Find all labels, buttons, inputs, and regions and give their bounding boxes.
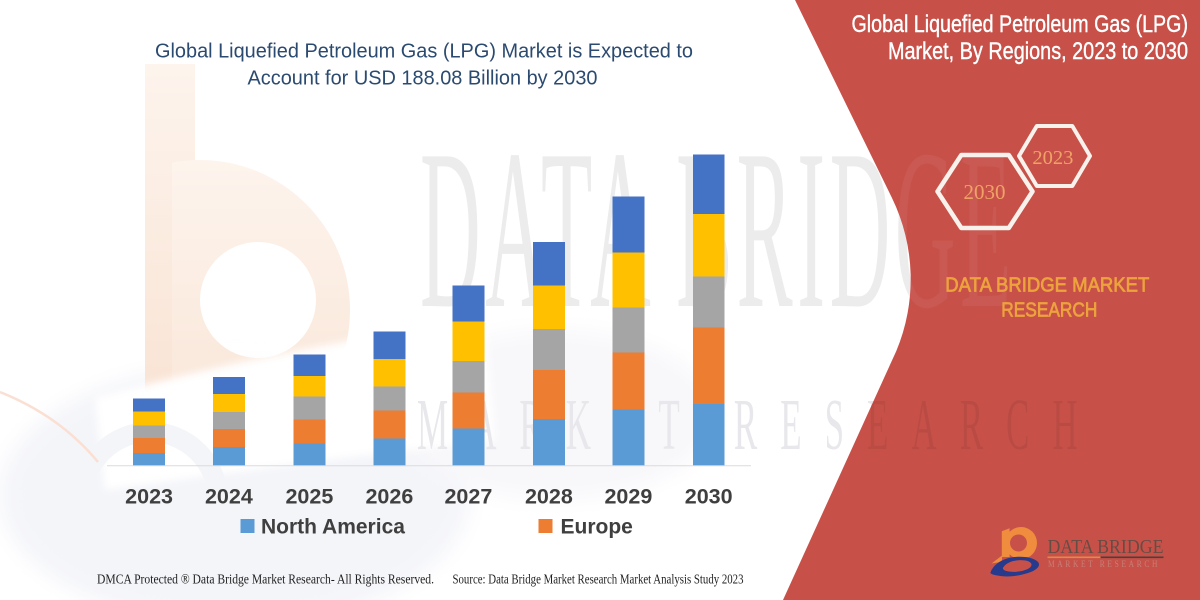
svg-text:2023: 2023 [125,485,173,509]
svg-text:2024: 2024 [205,485,253,509]
svg-text:2030: 2030 [964,180,1006,204]
svg-text:Europe: Europe [561,516,633,539]
svg-text:2023: 2023 [1032,147,1073,169]
svg-text:2029: 2029 [604,485,652,509]
svg-text:Market, By Regions, 2023 to 20: Market, By Regions, 2023 to 2030 [888,38,1188,65]
svg-text:RESEARCH: RESEARCH [1001,299,1097,322]
svg-text:2025: 2025 [285,485,333,509]
svg-text:North America: North America [261,516,405,539]
svg-text:DATA BRIDGE: DATA BRIDGE [1048,536,1164,558]
svg-text:2026: 2026 [365,485,413,509]
svg-text:Global Liquefied Petroleum Gas: Global Liquefied Petroleum Gas (LPG) [852,11,1189,38]
svg-text:DATA BRIDGE MARKET: DATA BRIDGE MARKET [945,273,1149,296]
svg-text:Account for USD 188.08 Billion: Account for USD 188.08 Billion by 2030 [248,67,598,90]
svg-text:Source: Data Bridge Market Res: Source: Data Bridge Market Research Mark… [453,572,744,587]
svg-text:2027: 2027 [444,485,492,509]
svg-text:DMCA Protected ® Data Bridge M: DMCA Protected ® Data Bridge Market Rese… [97,572,434,587]
svg-text:2030: 2030 [685,485,733,509]
svg-text:2028: 2028 [525,485,573,509]
svg-text:Global Liquefied Petroleum Gas: Global Liquefied Petroleum Gas (LPG) Mar… [155,40,693,63]
svg-text:MARKET RESEARCH: MARKET RESEARCH [1048,559,1160,569]
